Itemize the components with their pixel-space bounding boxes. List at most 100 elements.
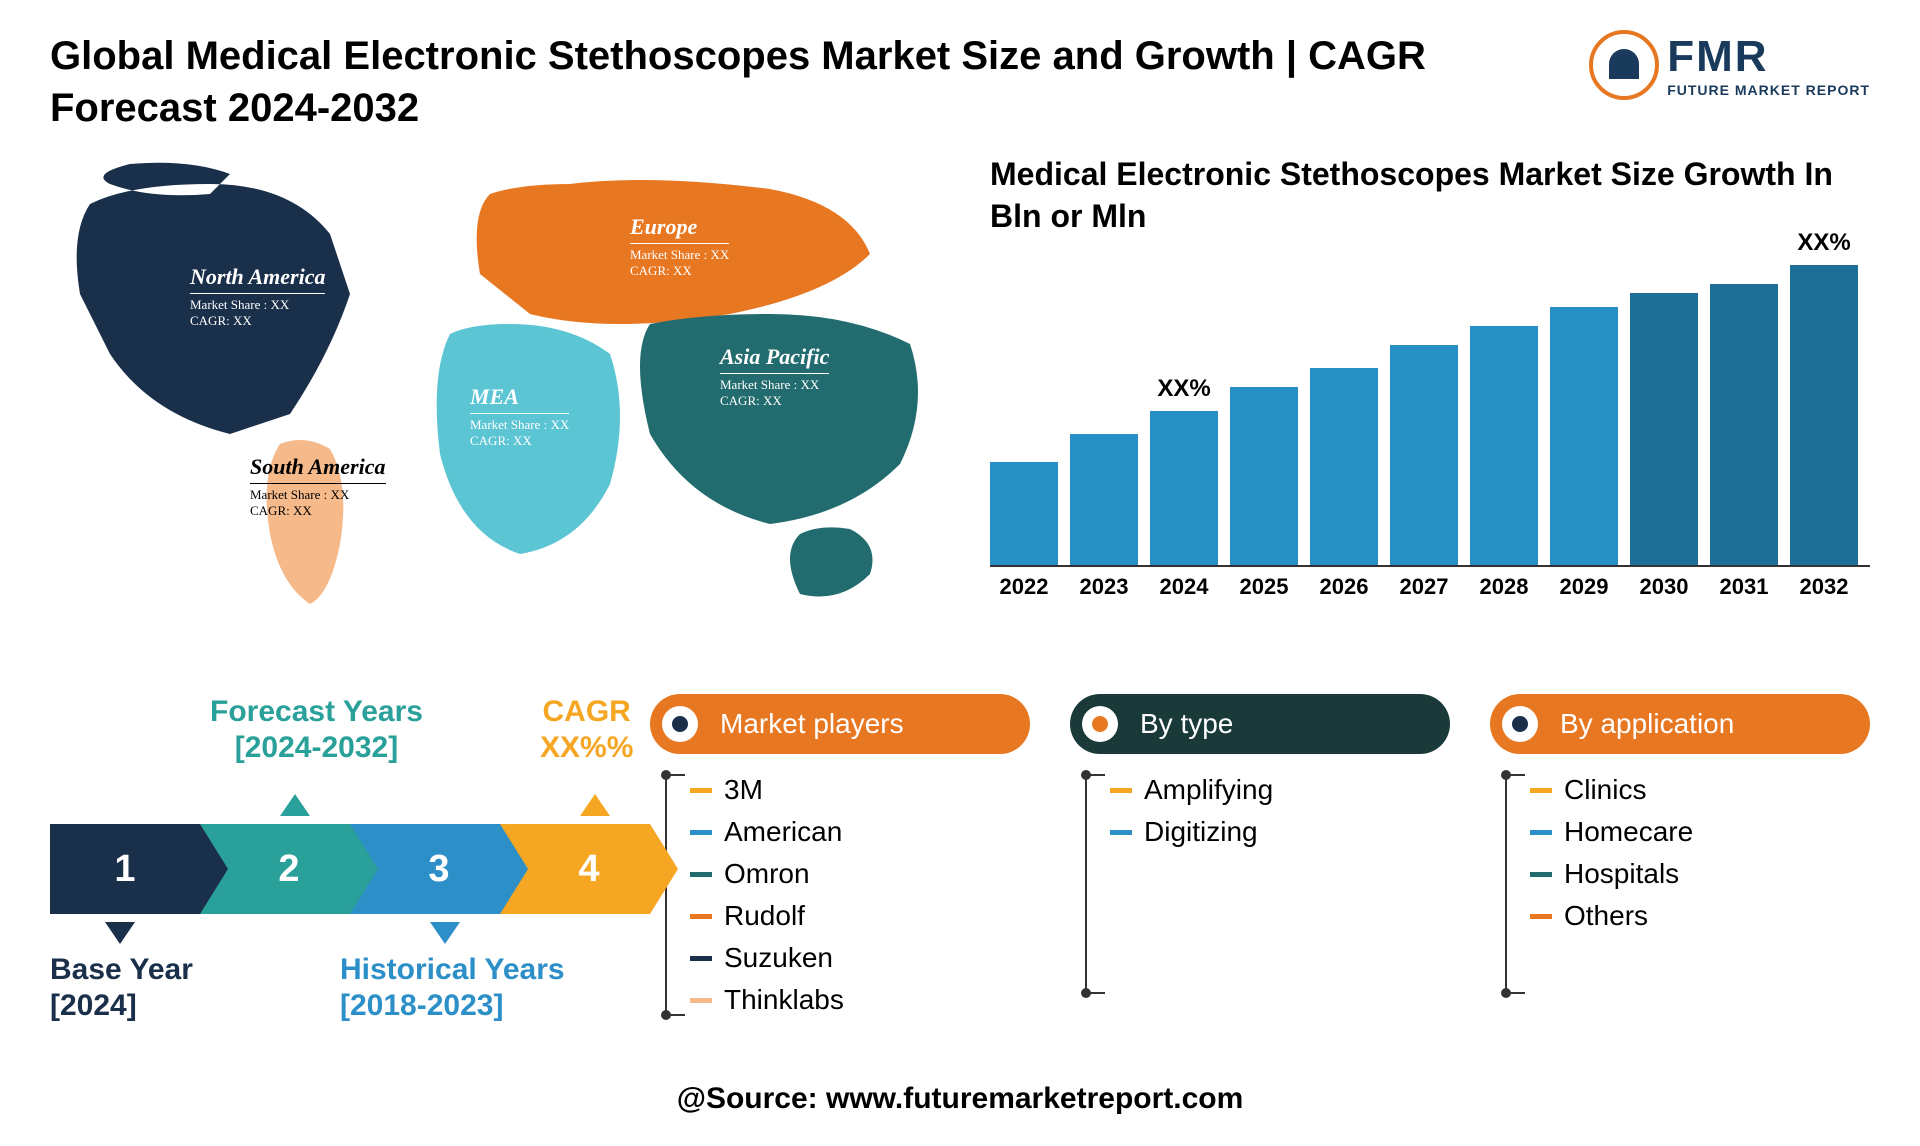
bar-year-label: 2027 xyxy=(1400,574,1449,600)
info-col-1: By type Amplifying Digitizing xyxy=(1070,694,1450,1026)
info-col-2: By applicationClinicsHomecareHospitalsOt… xyxy=(1490,694,1870,1026)
list-item-label: Suzuken xyxy=(724,942,833,974)
list-item-label: American xyxy=(724,816,842,848)
bar-pct-label: XX% xyxy=(1157,375,1210,403)
bar-rect xyxy=(1710,284,1778,565)
info-col-0: Market players 3M American Omron Rudolf Suzuk… xyxy=(650,694,1030,1026)
bar-2022: 2022 xyxy=(990,462,1058,565)
list-item: Suzuken xyxy=(690,942,1030,974)
cagr-label: CAGR XX%% xyxy=(540,694,633,766)
dash-icon xyxy=(1530,914,1552,919)
dash-icon xyxy=(1530,788,1552,793)
dash-icon xyxy=(690,872,712,877)
pill-market-players: Market players xyxy=(650,694,1030,754)
bar-2029: 2029 xyxy=(1550,307,1618,565)
logo: FMR FUTURE MARKET REPORT xyxy=(1589,30,1870,100)
bar-2025: 2025 xyxy=(1230,387,1298,565)
bar-chart: Medical Electronic Stethoscopes Market S… xyxy=(990,154,1870,614)
timeline-seg-num: 4 xyxy=(578,848,599,891)
bracket xyxy=(1085,774,1105,994)
list-item: Rudolf xyxy=(690,900,1030,932)
tri-historical xyxy=(430,922,460,944)
bar-year-label: 2028 xyxy=(1480,574,1529,600)
list-item: Thinklabs xyxy=(690,984,1030,1016)
list-item-label: Clinics xyxy=(1564,774,1646,806)
label-europe: Europe Market Share : XX CAGR: XX xyxy=(630,214,729,279)
bar-rect xyxy=(1550,307,1618,565)
tri-base xyxy=(105,922,135,944)
bracket-wrap: 3M American Omron Rudolf Suzuken Thinklabs xyxy=(650,774,1030,1016)
bar-2023: 2023 xyxy=(1070,434,1138,565)
bracket xyxy=(1505,774,1525,994)
list-item-label: Digitizing xyxy=(1144,816,1258,848)
world-map: North America Market Share : XX CAGR: XX… xyxy=(50,154,950,614)
timeline: Forecast Years [2024-2032] CAGR XX%% 123… xyxy=(50,694,620,1014)
info-columns: Market players 3M American Omron Rudolf Suzuk… xyxy=(650,694,1870,1026)
bar-year-label: 2029 xyxy=(1560,574,1609,600)
bar-rect xyxy=(990,462,1058,565)
dash-icon xyxy=(690,914,712,919)
bar-year-label: 2030 xyxy=(1640,574,1689,600)
bar-2027: 2027 xyxy=(1390,345,1458,565)
bar-year-label: 2022 xyxy=(1000,574,1049,600)
chart-title: Medical Electronic Stethoscopes Market S… xyxy=(990,154,1870,237)
list-item-label: Amplifying xyxy=(1144,774,1273,806)
bar-rect xyxy=(1630,293,1698,565)
label-asia-pacific: Asia Pacific Market Share : XX CAGR: XX xyxy=(720,344,829,409)
bar-rect xyxy=(1150,411,1218,566)
bracket-wrap: Amplifying Digitizing xyxy=(1070,774,1450,994)
dash-icon xyxy=(1110,788,1132,793)
logo-sub-text: FUTURE MARKET REPORT xyxy=(1667,82,1870,98)
list-item-label: Others xyxy=(1564,900,1648,932)
list-item-label: 3M xyxy=(724,774,763,806)
bar-2026: 2026 xyxy=(1310,368,1378,565)
bar-2031: 2031 xyxy=(1710,284,1778,565)
bar-2024: 2024XX% xyxy=(1150,411,1218,566)
list-item: Omron xyxy=(690,858,1030,890)
list-item: Others xyxy=(1530,900,1870,932)
list-item-label: Homecare xyxy=(1564,816,1693,848)
bar-2030: 2030 xyxy=(1630,293,1698,565)
historical-label: Historical Years [2018-2023] xyxy=(340,952,565,1024)
bar-year-label: 2024 xyxy=(1160,574,1209,600)
dash-icon xyxy=(690,998,712,1003)
list-item-label: Hospitals xyxy=(1564,858,1679,890)
logo-main-text: FMR xyxy=(1667,32,1870,82)
bar-rect xyxy=(1230,387,1298,565)
list-item: 3M xyxy=(690,774,1030,806)
bar-rect xyxy=(1310,368,1378,565)
logo-icon xyxy=(1589,30,1659,100)
page-title: Global Medical Electronic Stethoscopes M… xyxy=(50,30,1450,134)
bar-rect xyxy=(1470,326,1538,565)
dash-icon xyxy=(1110,830,1132,835)
bar-2032: 2032XX% xyxy=(1790,265,1858,565)
bar-year-label: 2025 xyxy=(1240,574,1289,600)
bar-year-label: 2031 xyxy=(1720,574,1769,600)
dash-icon xyxy=(1530,830,1552,835)
dash-icon xyxy=(1530,872,1552,877)
label-mea: MEA Market Share : XX CAGR: XX xyxy=(470,384,569,449)
bracket-wrap: Clinics Homecare Hospitals Others xyxy=(1490,774,1870,994)
bar-rect xyxy=(1790,265,1858,565)
list-item: Clinics xyxy=(1530,774,1870,806)
timeline-seg-num: 3 xyxy=(428,848,449,891)
bar-year-label: 2023 xyxy=(1080,574,1129,600)
list-item-label: Omron xyxy=(724,858,810,890)
base-label: Base Year [2024] xyxy=(50,952,193,1024)
label-north-america: North America Market Share : XX CAGR: XX xyxy=(190,264,325,329)
pill-by-type: By type xyxy=(1070,694,1450,754)
label-south-america: South America Market Share : XX CAGR: XX xyxy=(250,454,386,519)
dash-icon xyxy=(690,830,712,835)
list-item: Hospitals xyxy=(1530,858,1870,890)
source-text: @Source: www.futuremarketreport.com xyxy=(677,1082,1244,1116)
forecast-label: Forecast Years [2024-2032] xyxy=(210,694,423,766)
timeline-seg-num: 1 xyxy=(114,848,135,891)
bar-rect xyxy=(1070,434,1138,565)
tri-forecast xyxy=(280,794,310,816)
dash-icon xyxy=(690,788,712,793)
list-item: Amplifying xyxy=(1110,774,1450,806)
bar-2028: 2028 xyxy=(1470,326,1538,565)
list-item: Homecare xyxy=(1530,816,1870,848)
bar-year-label: 2032 xyxy=(1800,574,1849,600)
bar-pct-label: XX% xyxy=(1797,229,1850,257)
